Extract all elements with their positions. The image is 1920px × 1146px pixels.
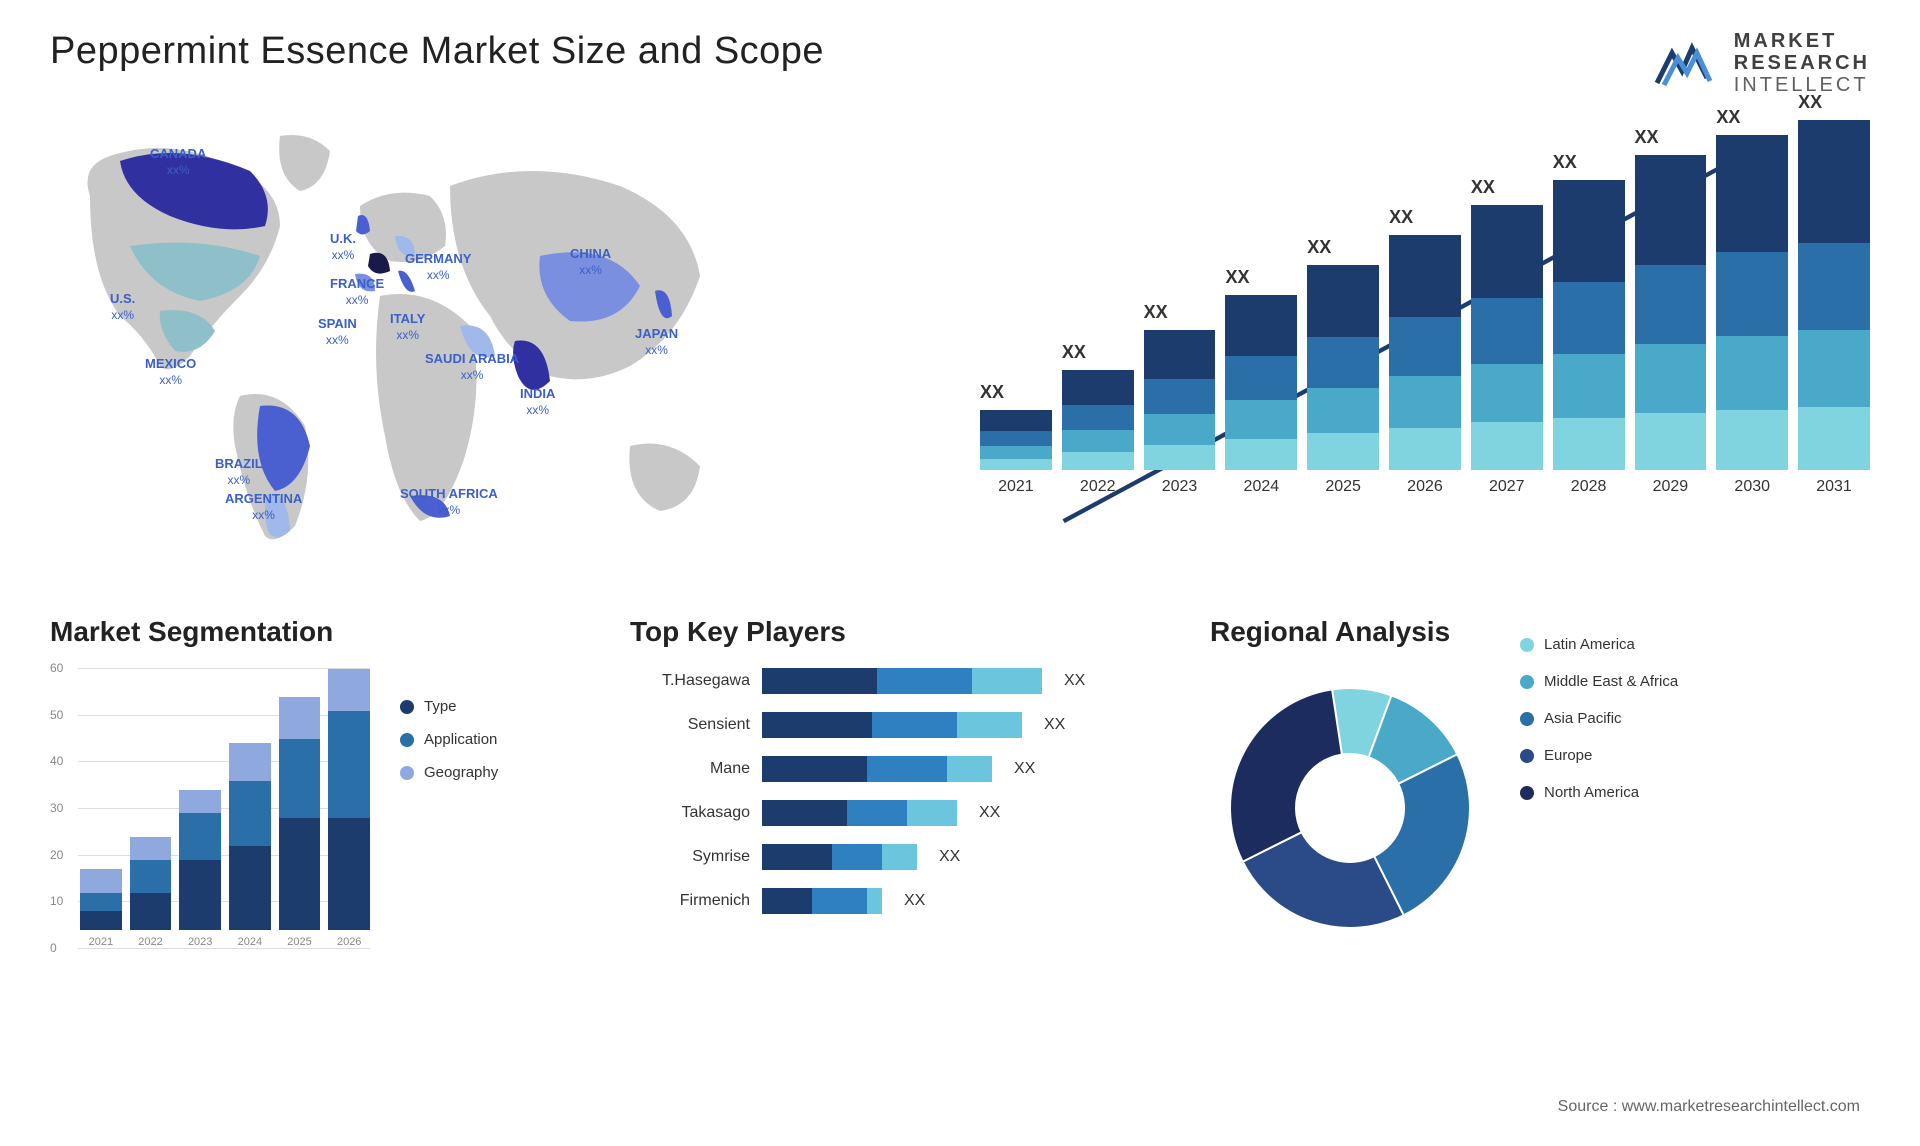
logo-icon xyxy=(1652,33,1722,93)
player-row: SensientXX xyxy=(630,712,1180,738)
seg-bar: 2025 xyxy=(279,697,321,948)
map-label: U.S.xx% xyxy=(110,291,135,322)
growth-bar: XX2021 xyxy=(980,410,1052,496)
map-label: INDIAxx% xyxy=(520,386,555,417)
player-row: TakasagoXX xyxy=(630,800,1180,826)
legend-item: Latin America xyxy=(1520,636,1678,653)
seg-bar: 2021 xyxy=(80,869,122,948)
world-map: CANADAxx% U.S.xx% MEXICOxx% BRAZILxx% ARGENT… xyxy=(50,116,940,576)
players-chart: T.HasegawaXX SensientXX ManeXX TakasagoXX Sy… xyxy=(630,668,1180,914)
regional-donut xyxy=(1210,668,1490,948)
growth-bar: XX2031 xyxy=(1798,120,1870,496)
regional-title: Regional Analysis xyxy=(1210,616,1490,648)
seg-bar: 2023 xyxy=(179,790,221,948)
players-title: Top Key Players xyxy=(630,616,1180,648)
player-row: ManeXX xyxy=(630,756,1180,782)
growth-bar: XX2027 xyxy=(1471,205,1543,496)
growth-bar: XX2024 xyxy=(1225,295,1297,496)
seg-bar: 2026 xyxy=(328,669,370,948)
legend-item: Type xyxy=(400,698,498,715)
map-label: FRANCExx% xyxy=(330,276,384,307)
legend-item: Asia Pacific xyxy=(1520,710,1678,727)
map-label: GERMANYxx% xyxy=(405,251,471,282)
map-label: BRAZILxx% xyxy=(215,456,263,487)
seg-bar: 2022 xyxy=(130,837,172,948)
map-label: SAUDI ARABIAxx% xyxy=(425,351,519,382)
player-row: SymriseXX xyxy=(630,844,1180,870)
legend-item: Geography xyxy=(400,764,498,781)
map-label: MEXICOxx% xyxy=(145,356,196,387)
page-title: Peppermint Essence Market Size and Scope xyxy=(50,30,824,73)
player-row: FirmenichXX xyxy=(630,888,1180,914)
growth-bar-chart: XX2021XX2022XX2023XX2024XX2025XX2026XX20… xyxy=(980,116,1870,576)
legend-item: Application xyxy=(400,731,498,748)
regional-legend: Latin America Middle East & Africa Asia Pa… xyxy=(1520,636,1678,1016)
growth-bar: XX2025 xyxy=(1307,265,1379,496)
segmentation-section: Market Segmentation 01020304050602021202… xyxy=(50,616,600,1016)
growth-bar: XX2023 xyxy=(1144,330,1216,496)
growth-bar: XX2026 xyxy=(1389,235,1461,496)
brand-logo: MARKET RESEARCH INTELLECT xyxy=(1652,30,1870,96)
seg-bar: 2024 xyxy=(229,743,271,948)
growth-bar: XX2028 xyxy=(1553,180,1625,496)
map-label: CHINAxx% xyxy=(570,246,611,277)
map-label: ARGENTINAxx% xyxy=(225,491,302,522)
logo-line2: RESEARCH xyxy=(1734,52,1870,74)
legend-item: Europe xyxy=(1520,747,1678,764)
legend-item: Middle East & Africa xyxy=(1520,673,1678,690)
growth-bar: XX2022 xyxy=(1062,370,1134,496)
players-section: Top Key Players T.HasegawaXX SensientXX Ma… xyxy=(630,616,1180,1016)
map-label: JAPANxx% xyxy=(635,326,678,357)
segmentation-chart: 0102030405060202120222023202420252026 xyxy=(50,668,370,968)
map-label: CANADAxx% xyxy=(150,146,206,177)
map-label: U.K.xx% xyxy=(330,231,356,262)
logo-line1: MARKET xyxy=(1734,30,1870,52)
source-footer: Source : www.marketresearchintellect.com xyxy=(1558,1098,1860,1116)
player-row: T.HasegawaXX xyxy=(630,668,1180,694)
legend-item: North America xyxy=(1520,784,1678,801)
segmentation-title: Market Segmentation xyxy=(50,616,600,648)
regional-section: Regional Analysis Latin America Middle Ea… xyxy=(1210,616,1870,1016)
segmentation-legend: Type Application Geography xyxy=(400,698,498,968)
map-label: SPAINxx% xyxy=(318,316,357,347)
growth-bar: XX2029 xyxy=(1635,155,1707,496)
map-label: ITALYxx% xyxy=(390,311,425,342)
growth-bar: XX2030 xyxy=(1716,135,1788,496)
map-label: SOUTH AFRICAxx% xyxy=(400,486,498,517)
